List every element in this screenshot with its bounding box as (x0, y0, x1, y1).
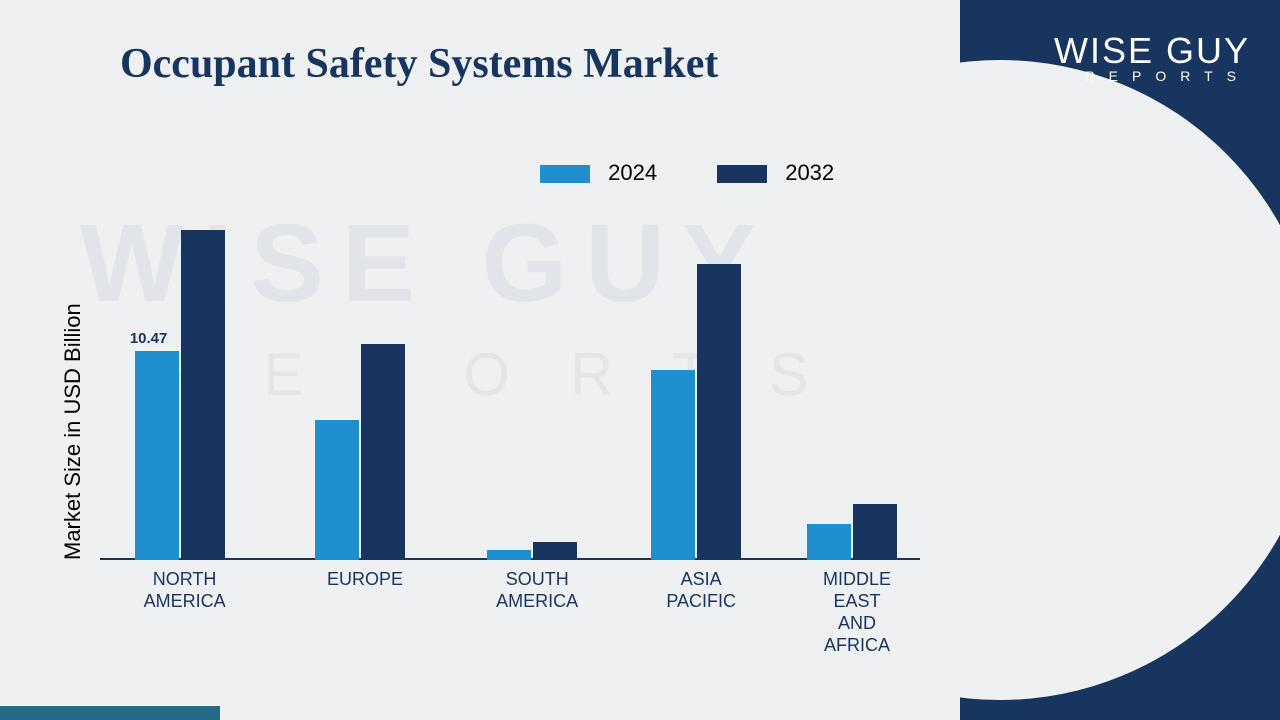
chart-canvas: WISE GUY REPORTS Occupant Safety Systems… (0, 0, 1280, 720)
brand-line2: REPORTS (990, 68, 1250, 84)
x-category-label: EUROPE (305, 568, 425, 590)
y-axis-label: Market Size in USD Billion (60, 303, 86, 560)
bar-2024 (651, 370, 695, 560)
footer-accent-bar (0, 706, 220, 720)
legend-label-2032: 2032 (785, 160, 834, 185)
bar-2032 (853, 504, 897, 560)
bar-2024 (315, 420, 359, 560)
x-category-label: NORTHAMERICA (125, 568, 245, 612)
plot-area: 10.47 (100, 200, 920, 560)
bar-2032 (181, 230, 225, 560)
bar-2032 (697, 264, 741, 560)
bar-2032 (361, 344, 405, 560)
x-category-label: SOUTHAMERICA (477, 568, 597, 612)
legend-swatch-2024 (540, 165, 590, 183)
chart-title: Occupant Safety Systems Market (120, 40, 718, 88)
bar-2024 (135, 351, 179, 560)
bar-2032 (533, 542, 577, 560)
legend-item-2024: 2024 (540, 160, 657, 186)
x-category-label: MIDDLEEASTANDAFRICA (797, 568, 917, 656)
bar-value-label: 10.47 (119, 330, 179, 347)
brand-line1: WISE GUY (990, 30, 1250, 72)
bar-2024 (487, 550, 531, 560)
legend-label-2024: 2024 (608, 160, 657, 185)
x-category-label: ASIAPACIFIC (641, 568, 761, 612)
brand-logo: WISE GUY REPORTS (990, 30, 1250, 84)
bar-2024 (807, 524, 851, 560)
legend: 2024 2032 (540, 160, 834, 186)
legend-swatch-2032 (717, 165, 767, 183)
legend-item-2032: 2032 (717, 160, 834, 186)
